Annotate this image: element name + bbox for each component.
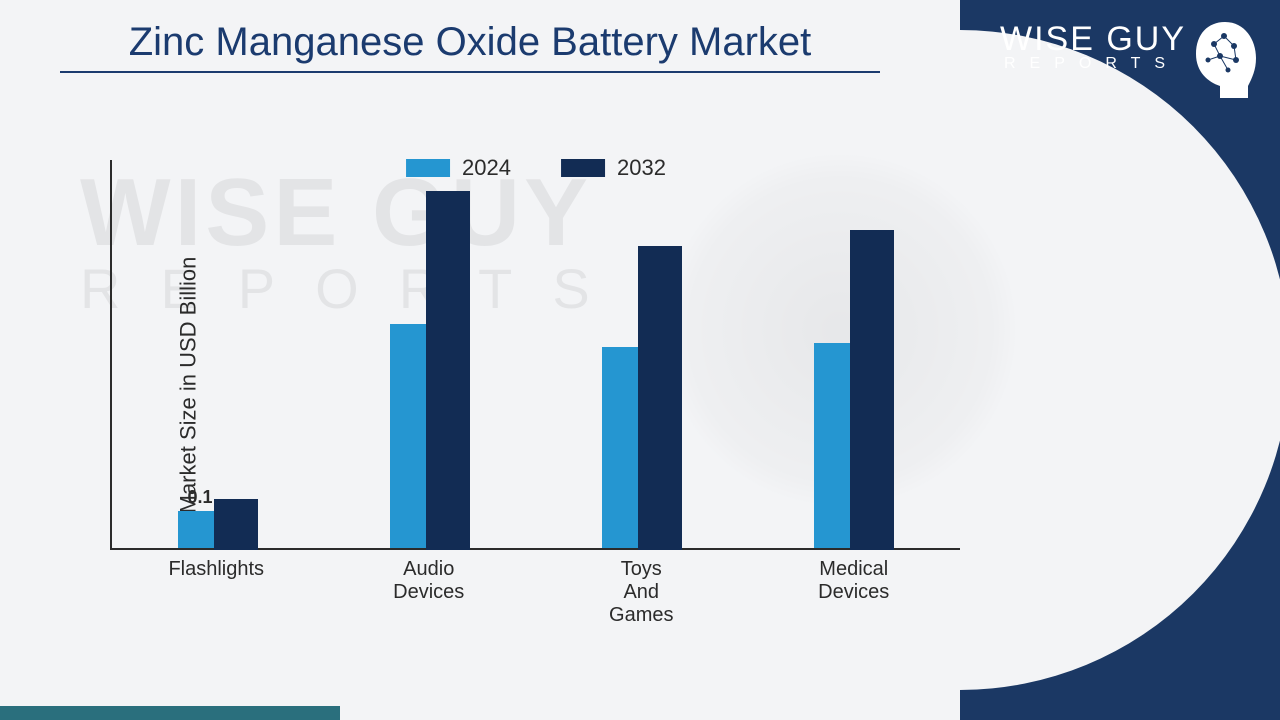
bar-group <box>748 160 960 550</box>
x-axis-label: AudioDevices <box>323 554 536 620</box>
plot-area: 2024 2032 0.1 <box>110 160 960 550</box>
bar-group <box>324 160 536 550</box>
bar-2032 <box>850 230 894 550</box>
bar-group <box>536 160 748 550</box>
x-axis-labels: FlashlightsAudioDevicesToysAndGamesMedic… <box>110 554 960 620</box>
bar-groups: 0.1 <box>112 160 960 550</box>
x-axis-label: MedicalDevices <box>748 554 961 620</box>
bar-2032 <box>638 246 682 550</box>
bottom-accent-bar <box>0 706 340 720</box>
x-axis-label: ToysAndGames <box>535 554 748 620</box>
brand-head-icon <box>1190 20 1260 100</box>
bar-2032 <box>214 499 258 550</box>
chart-title: Zinc Manganese Oxide Battery Market <box>60 20 880 73</box>
bar-chart: Market Size in USD Billion 2024 2032 0.1… <box>60 150 960 620</box>
brand-logo-top: WISE GUY <box>1000 20 1260 59</box>
right-brand-panel: WISE GUY <box>960 0 1280 720</box>
brand-logo: WISE GUY <box>1000 20 1260 73</box>
chart-canvas: WISE GUY <box>0 0 1280 720</box>
bar-value-label: 0.1 <box>187 487 212 508</box>
x-axis-label: Flashlights <box>110 554 323 620</box>
bar-group: 0.1 <box>112 160 324 550</box>
bar-2032 <box>426 191 470 550</box>
brand-text-top: WISE GUY <box>1000 20 1186 58</box>
